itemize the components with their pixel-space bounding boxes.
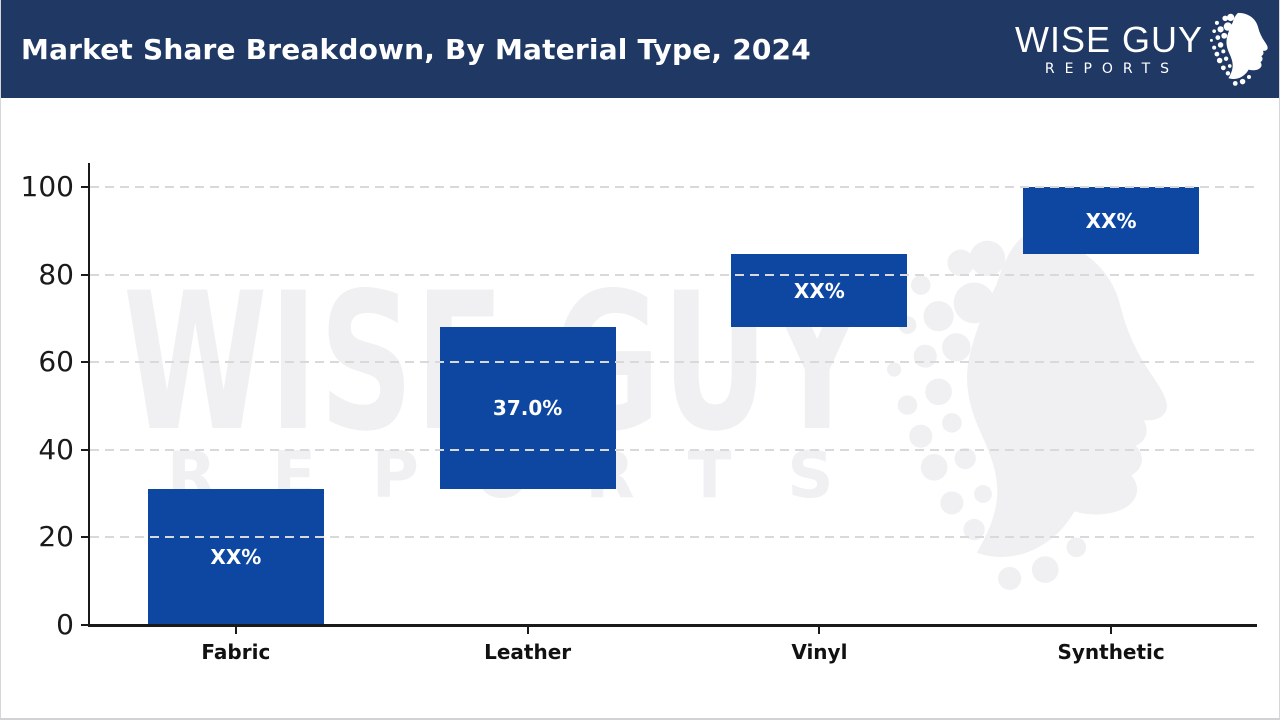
logo-subtext: REPORTS xyxy=(1044,60,1180,77)
bar-value-label: XX% xyxy=(793,278,845,303)
y-gridline xyxy=(90,361,1257,364)
x-tick-label-vinyl: Vinyl xyxy=(791,640,848,664)
y-tickmark xyxy=(81,536,89,539)
y-tickmark xyxy=(81,361,89,364)
x-tickmark xyxy=(234,626,237,634)
x-tick-label-synthetic: Synthetic xyxy=(1057,640,1165,664)
y-tick-label: 40 xyxy=(38,432,74,466)
logo-wordmark: WISE GUY xyxy=(1014,19,1203,61)
header: Market Share Breakdown, By Material Type… xyxy=(1,0,1279,98)
x-tick-label-fabric: Fabric xyxy=(201,640,271,664)
y-tick-label: 20 xyxy=(38,520,74,554)
y-tickmark xyxy=(81,624,89,626)
wise-guy-logo: WISE GUY REPORTS xyxy=(1015,11,1271,88)
bar-value-label: 37.0% xyxy=(492,396,563,421)
y-gridline xyxy=(90,273,1257,276)
y-tick-label: 60 xyxy=(38,345,74,379)
bar-value-label: XX% xyxy=(210,545,262,570)
y-tickmark xyxy=(81,448,89,451)
y-axis-line xyxy=(88,163,90,627)
page-title: Market Share Breakdown, By Material Type… xyxy=(21,32,811,66)
y-tick-label: 0 xyxy=(56,608,74,641)
x-tickmark xyxy=(1110,626,1113,634)
x-axis-line xyxy=(88,624,1257,627)
bar-segment-leather xyxy=(439,327,616,490)
y-tickmark xyxy=(81,186,89,188)
bar-segment-vinyl xyxy=(731,254,908,328)
y-gridline xyxy=(90,186,1257,188)
watermark-face-logo xyxy=(887,236,1167,590)
y-tick-label: 100 xyxy=(20,170,74,203)
bar-segment-synthetic xyxy=(1023,187,1200,254)
logo-face-icon xyxy=(1209,12,1268,86)
x-tickmark xyxy=(526,626,529,634)
bar-segment-fabric xyxy=(147,489,324,625)
y-tickmark xyxy=(81,273,89,276)
x-tickmark xyxy=(818,626,821,634)
y-tick-label: 80 xyxy=(38,257,74,291)
y-gridline xyxy=(90,448,1257,451)
y-gridline xyxy=(90,536,1257,539)
bar-value-label: XX% xyxy=(1085,208,1137,233)
x-tick-label-leather: Leather xyxy=(484,640,572,664)
